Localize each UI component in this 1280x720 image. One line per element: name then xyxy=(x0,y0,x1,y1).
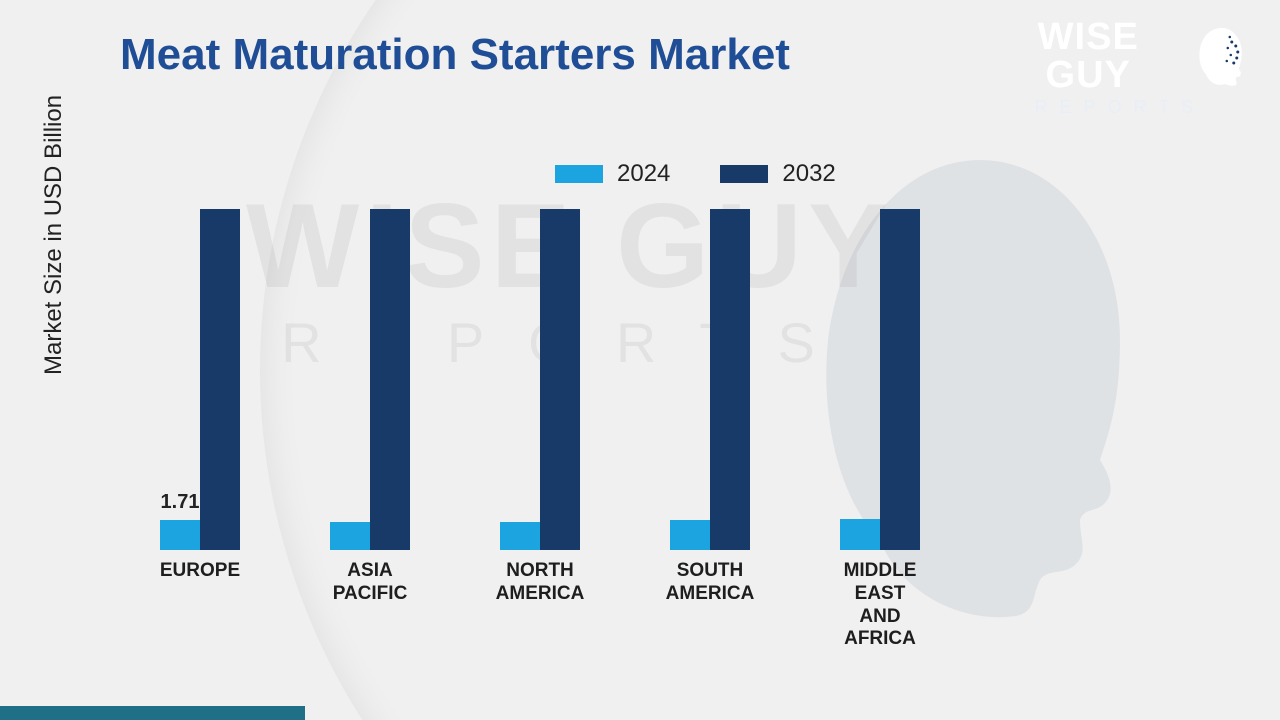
chart-plot-area: EUROPE1.71ASIAPACIFICNORTHAMERICASOUTHAM… xyxy=(110,200,970,550)
bar-series-b xyxy=(710,209,750,550)
bar-series-b xyxy=(200,209,240,550)
chart-title: Meat Maturation Starters Market xyxy=(120,30,790,80)
bar-series-a xyxy=(500,522,540,550)
legend-label-2024: 2024 xyxy=(617,160,670,188)
brand-line2: REPORTS xyxy=(990,98,1250,116)
bottom-accent-bar xyxy=(0,706,305,720)
bar-series-b xyxy=(540,209,580,550)
legend-swatch-2032 xyxy=(720,165,768,183)
brand-logo: WISE GUY REPORTS xyxy=(990,18,1250,116)
legend-label-2032: 2032 xyxy=(782,160,835,188)
bar-series-a xyxy=(330,522,370,550)
chart-canvas: WISE GUY REPORTS Meat Maturation Starter… xyxy=(0,0,1280,720)
legend-swatch-2024 xyxy=(555,165,603,183)
x-axis-label: MIDDLEEASTANDAFRICA xyxy=(800,550,960,651)
y-axis-label: Market Size in USD Billion xyxy=(40,95,68,375)
bar-series-a xyxy=(670,520,710,550)
x-axis-label: ASIAPACIFIC xyxy=(290,550,450,606)
x-axis-label: EUROPE xyxy=(120,550,280,583)
legend: 2024 2032 xyxy=(555,160,836,188)
x-axis-label: SOUTHAMERICA xyxy=(630,550,790,606)
bar-series-a xyxy=(840,519,880,551)
legend-item-2024: 2024 xyxy=(555,160,670,188)
brand-head-icon xyxy=(1190,26,1250,86)
bar-series-b xyxy=(370,209,410,550)
brand-line1: WISE GUY xyxy=(990,18,1186,94)
legend-item-2032: 2032 xyxy=(720,160,835,188)
bar-value-label: 1.71 xyxy=(161,491,200,514)
bar-series-b xyxy=(880,209,920,550)
bar-series-a xyxy=(160,520,200,550)
x-axis-label: NORTHAMERICA xyxy=(460,550,620,606)
